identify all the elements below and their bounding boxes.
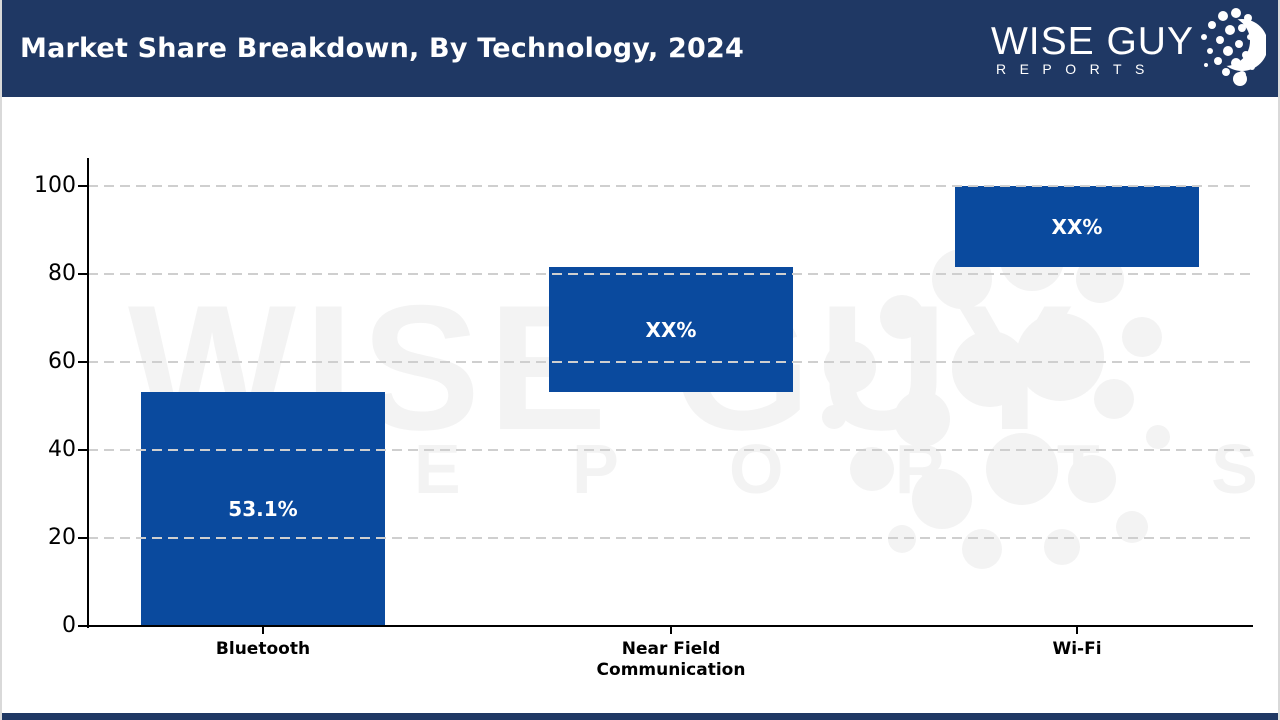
x-tick-bluetooth <box>262 627 264 634</box>
gridline-60 <box>88 361 1253 363</box>
logo-text: WISE GUY REPORTS <box>990 19 1194 77</box>
x-label-wi-fi: Wi-Fi <box>917 639 1237 660</box>
gridline-20 <box>88 537 1253 539</box>
dotted-face-profile-watermark-icon <box>810 217 1180 581</box>
y-tick-label-40: 40 <box>48 437 76 462</box>
bar-wi-fi: XX% <box>955 186 1199 267</box>
y-tick-80 <box>78 273 87 275</box>
x-label-line: Bluetooth <box>215 639 311 659</box>
bar-value-label: XX% <box>1051 214 1103 239</box>
y-tick-label-100: 100 <box>34 173 76 198</box>
x-label-near-field-communication: Near Field Communication <box>511 639 831 681</box>
y-tick-100 <box>78 185 87 187</box>
x-tick-near-field-communication <box>670 627 672 634</box>
footer-bar <box>0 713 1280 720</box>
y-tick-label-0: 0 <box>62 613 76 638</box>
y-tick-40 <box>78 449 87 451</box>
y-axis-line <box>87 158 89 628</box>
bar-near-field-communication: XX% <box>549 267 793 392</box>
y-tick-label-60: 60 <box>48 349 76 374</box>
header-bar: Market Share Breakdown, By Technology, 2… <box>0 0 1280 97</box>
x-label-line: Near Field <box>621 639 721 659</box>
y-tick-20 <box>78 537 87 539</box>
bar-value-label: 53.1% <box>228 497 298 521</box>
bar-bluetooth: 53.1% <box>141 392 385 626</box>
x-label-line: Communication <box>596 660 746 680</box>
logo-subtitle: REPORTS <box>995 60 1158 77</box>
x-label-bluetooth: Bluetooth <box>103 639 423 660</box>
wise-guy-reports-logo: WISE GUY REPORTS <box>990 7 1268 91</box>
y-tick-label-80: 80 <box>48 261 76 286</box>
gridline-80 <box>88 273 1253 275</box>
y-tick-60 <box>78 361 87 363</box>
x-axis-line <box>87 625 1253 627</box>
dotted-face-profile-icon <box>1196 7 1268 91</box>
x-tick-wi-fi <box>1076 627 1078 634</box>
page-title: Market Share Breakdown, By Technology, 2… <box>20 33 745 64</box>
logo-wordmark: WISE GUY <box>990 19 1194 63</box>
gridline-100 <box>88 185 1253 187</box>
y-tick-label-20: 20 <box>48 525 76 550</box>
bar-value-label: XX% <box>645 317 697 342</box>
y-tick-0 <box>78 625 87 627</box>
x-label-line: Wi-Fi <box>1052 639 1102 659</box>
gridline-40 <box>88 449 1253 451</box>
